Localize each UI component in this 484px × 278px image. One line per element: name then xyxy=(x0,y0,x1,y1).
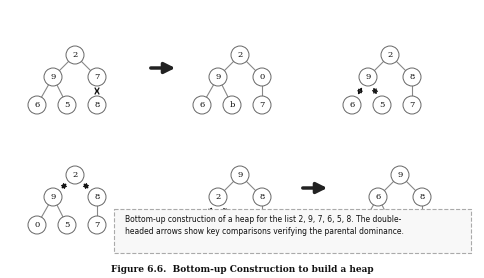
Text: 0: 0 xyxy=(34,221,40,229)
Circle shape xyxy=(403,68,421,86)
Text: 7: 7 xyxy=(409,101,415,109)
Text: 6: 6 xyxy=(199,221,205,229)
Circle shape xyxy=(88,96,106,114)
Circle shape xyxy=(391,166,409,184)
Text: 5: 5 xyxy=(229,221,235,229)
Circle shape xyxy=(193,96,211,114)
Text: 8: 8 xyxy=(94,101,100,109)
Text: b: b xyxy=(229,101,235,109)
Text: 7: 7 xyxy=(259,101,265,109)
Text: 6: 6 xyxy=(34,101,40,109)
Text: Bottom-up construction of a heap for the list 2, 9, 7, 6, 5, 8. The double-
head: Bottom-up construction of a heap for the… xyxy=(125,215,404,237)
Circle shape xyxy=(58,96,76,114)
Text: 7: 7 xyxy=(419,221,424,229)
Text: 2: 2 xyxy=(73,51,77,59)
Text: 5: 5 xyxy=(379,101,385,109)
Circle shape xyxy=(369,188,387,206)
Text: 5: 5 xyxy=(64,221,70,229)
Text: 7: 7 xyxy=(259,221,265,229)
Text: 8: 8 xyxy=(419,193,424,201)
Circle shape xyxy=(28,216,46,234)
Text: 8: 8 xyxy=(409,73,415,81)
Circle shape xyxy=(209,68,227,86)
Circle shape xyxy=(223,96,241,114)
Text: 6: 6 xyxy=(349,101,355,109)
Text: 2: 2 xyxy=(73,171,77,179)
Text: Figure 6.6.  Bottom-up Construction to build a heap: Figure 6.6. Bottom-up Construction to bu… xyxy=(111,265,373,274)
Text: 6: 6 xyxy=(199,101,205,109)
Text: 5: 5 xyxy=(64,101,70,109)
Circle shape xyxy=(413,188,431,206)
Text: 2: 2 xyxy=(387,51,393,59)
Text: 7: 7 xyxy=(94,73,100,81)
Circle shape xyxy=(353,216,371,234)
Text: 2: 2 xyxy=(237,51,242,59)
Circle shape xyxy=(231,46,249,64)
Circle shape xyxy=(58,216,76,234)
Circle shape xyxy=(359,68,377,86)
Circle shape xyxy=(44,68,62,86)
Circle shape xyxy=(253,216,271,234)
FancyBboxPatch shape xyxy=(114,209,471,253)
Circle shape xyxy=(231,166,249,184)
Text: 9: 9 xyxy=(397,171,403,179)
Circle shape xyxy=(88,68,106,86)
Text: 8: 8 xyxy=(94,193,100,201)
Circle shape xyxy=(223,216,241,234)
Circle shape xyxy=(381,46,399,64)
Circle shape xyxy=(66,46,84,64)
Circle shape xyxy=(193,216,211,234)
Circle shape xyxy=(373,96,391,114)
Text: 2: 2 xyxy=(215,193,221,201)
Text: 9: 9 xyxy=(237,171,242,179)
Circle shape xyxy=(66,166,84,184)
Text: 9: 9 xyxy=(50,73,56,81)
Circle shape xyxy=(44,188,62,206)
Circle shape xyxy=(253,96,271,114)
Circle shape xyxy=(403,96,421,114)
Circle shape xyxy=(413,216,431,234)
Circle shape xyxy=(383,216,401,234)
Circle shape xyxy=(253,188,271,206)
Text: 9: 9 xyxy=(50,193,56,201)
Text: 6: 6 xyxy=(376,193,380,201)
Text: 7: 7 xyxy=(94,221,100,229)
Circle shape xyxy=(88,216,106,234)
Text: 0: 0 xyxy=(259,73,265,81)
Text: 8: 8 xyxy=(259,193,265,201)
Text: 2: 2 xyxy=(360,221,364,229)
Circle shape xyxy=(28,96,46,114)
Circle shape xyxy=(253,68,271,86)
Circle shape xyxy=(343,96,361,114)
Text: 5: 5 xyxy=(389,221,394,229)
Circle shape xyxy=(209,188,227,206)
Text: 9: 9 xyxy=(215,73,221,81)
Text: 9: 9 xyxy=(365,73,371,81)
Circle shape xyxy=(88,188,106,206)
